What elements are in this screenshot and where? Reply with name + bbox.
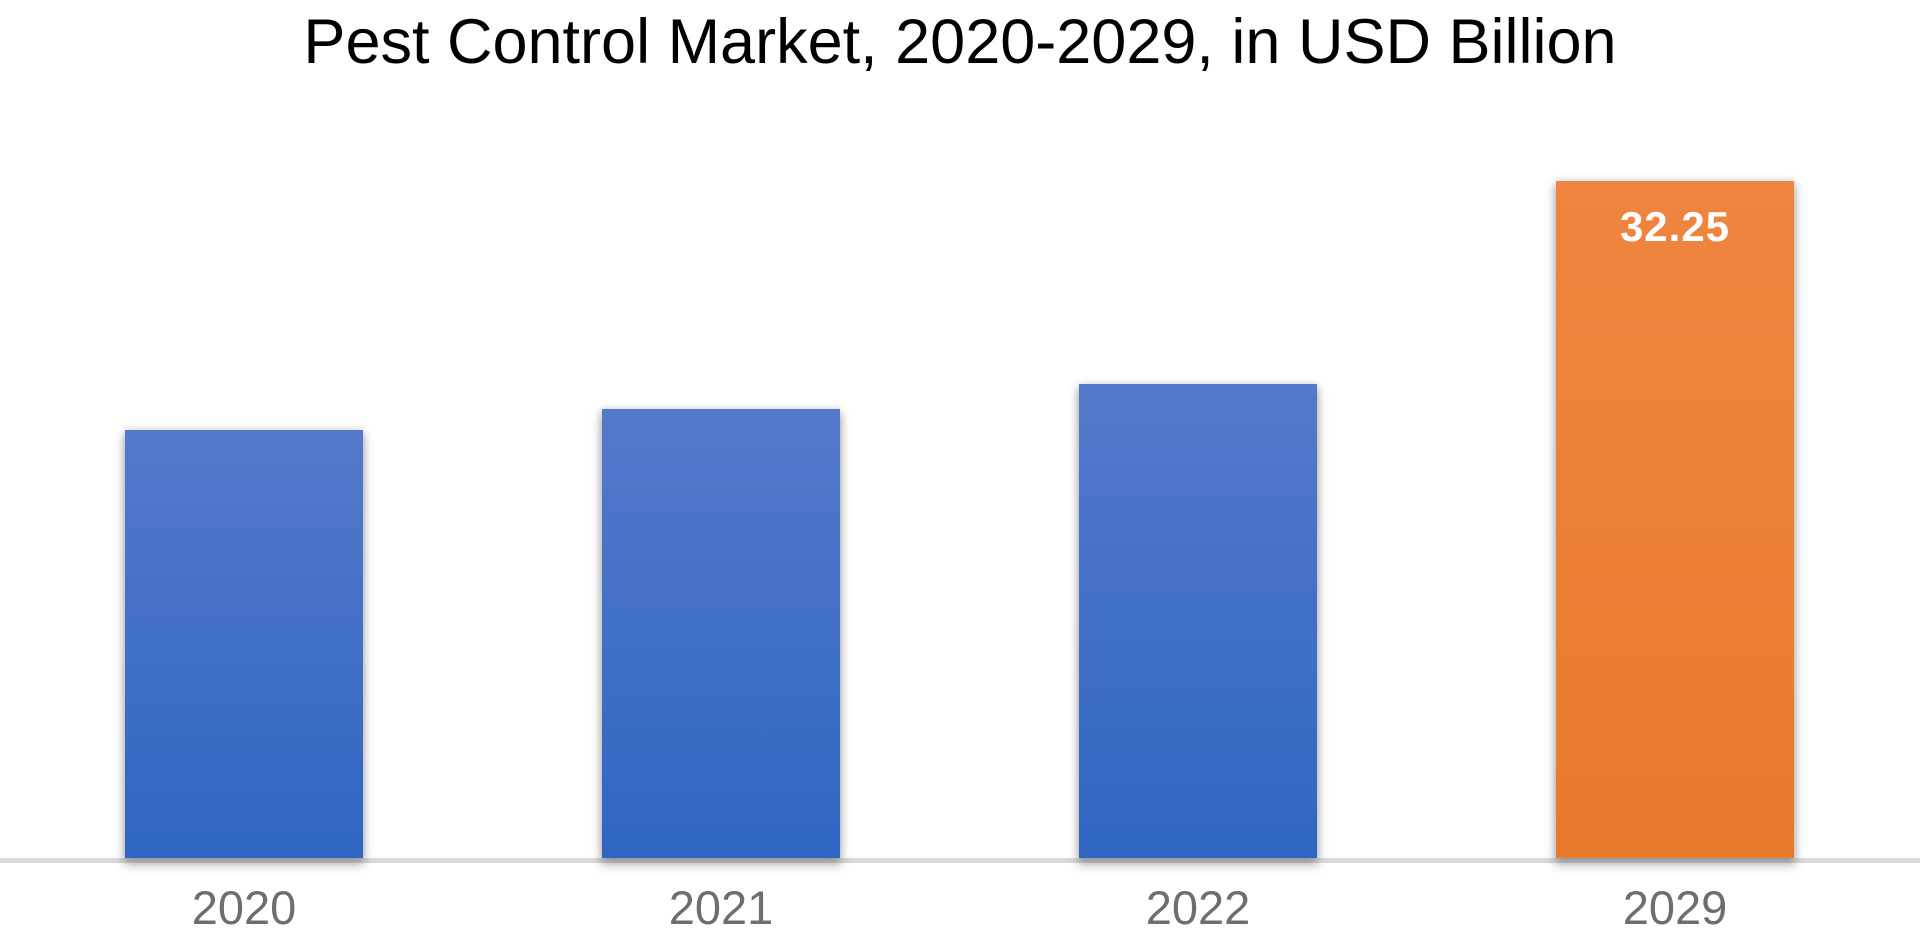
bar-value-label-2029: 32.25 — [1619, 203, 1731, 250]
x-tick-label-2029: 2029 — [1622, 881, 1728, 934]
x-tick-label-2021: 2021 — [668, 881, 774, 934]
x-tick-label-2022: 2022 — [1145, 881, 1251, 934]
x-tick-label-2020: 2020 — [191, 881, 297, 934]
x-axis-line — [0, 858, 1920, 863]
bar-2021 — [602, 409, 840, 858]
bar-2029: 32.25 — [1556, 181, 1794, 858]
bar-2022 — [1079, 384, 1317, 858]
bar-2020 — [125, 430, 363, 858]
chart-title: Pest Control Market, 2020-2029, in USD B… — [303, 7, 1617, 77]
